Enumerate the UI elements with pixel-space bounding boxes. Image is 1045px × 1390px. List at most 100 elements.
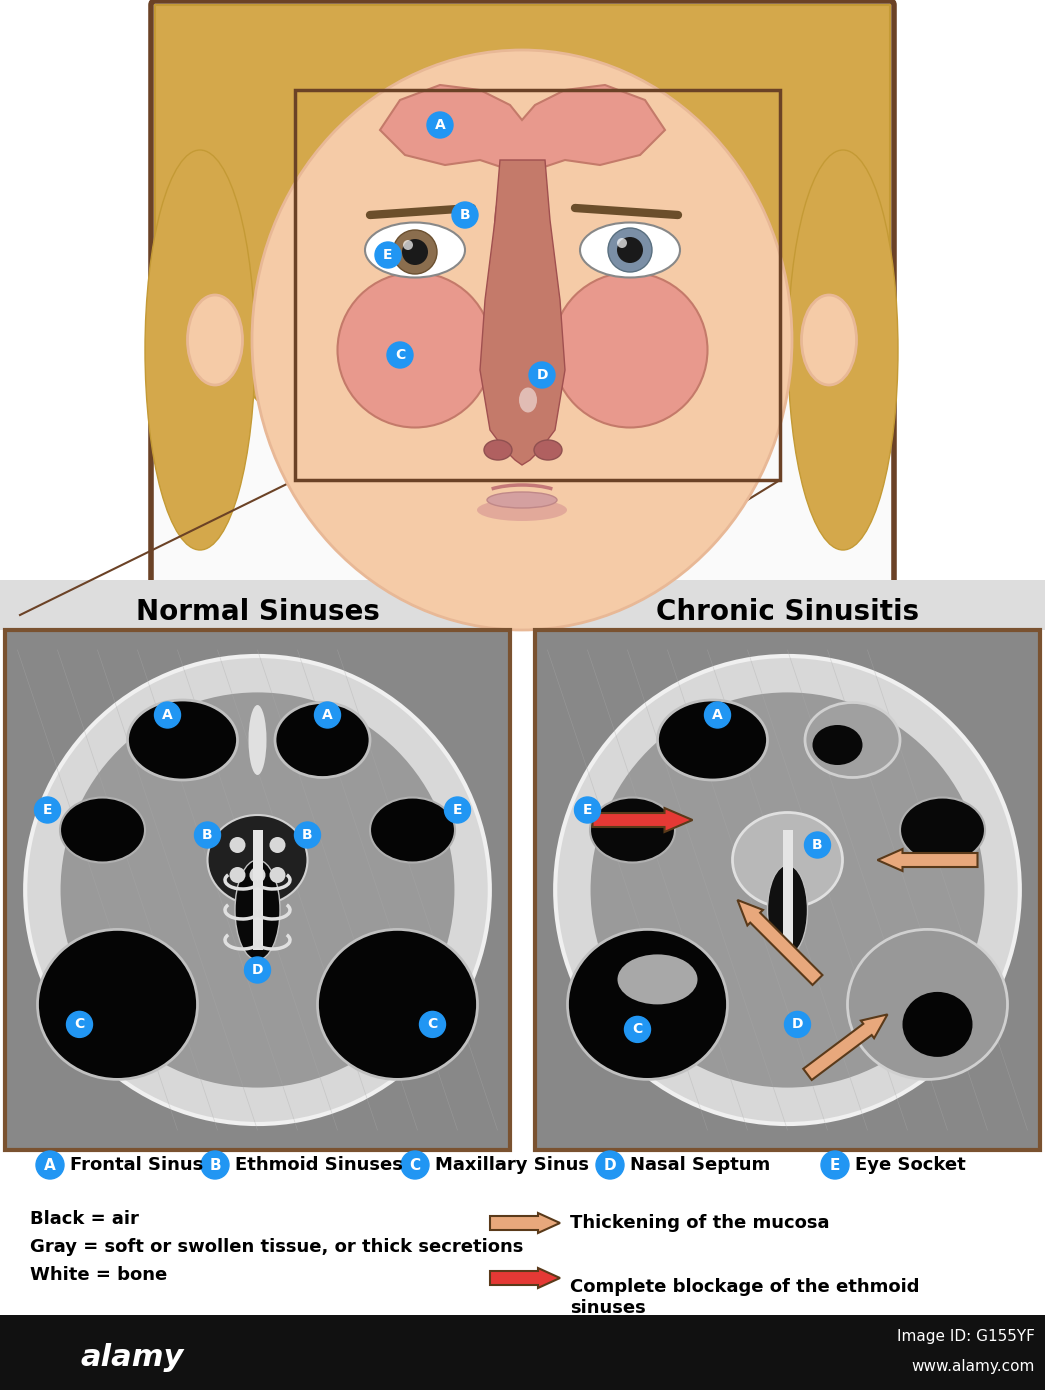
Text: www.alamy.com: www.alamy.com (911, 1359, 1035, 1375)
Ellipse shape (553, 272, 707, 428)
Circle shape (805, 833, 831, 858)
Text: C: C (410, 1158, 420, 1173)
Text: Complete blockage of the ethmoid
sinuses: Complete blockage of the ethmoid sinuses (570, 1277, 920, 1316)
Ellipse shape (252, 50, 792, 630)
Text: B: B (209, 1158, 220, 1173)
Ellipse shape (318, 930, 478, 1080)
Text: Normal Sinuses: Normal Sinuses (136, 598, 379, 626)
Ellipse shape (813, 726, 862, 765)
Circle shape (36, 1151, 64, 1179)
Ellipse shape (900, 798, 985, 863)
Text: Gray = soft or swollen tissue, or thick secretions: Gray = soft or swollen tissue, or thick … (30, 1238, 524, 1257)
Ellipse shape (484, 441, 512, 460)
Polygon shape (738, 899, 822, 986)
Circle shape (375, 242, 401, 268)
Text: Image ID: G155YF: Image ID: G155YF (897, 1329, 1035, 1344)
Ellipse shape (25, 656, 490, 1125)
Ellipse shape (38, 930, 198, 1080)
Ellipse shape (208, 815, 307, 905)
Text: A: A (322, 708, 333, 721)
Ellipse shape (145, 150, 255, 550)
Text: C: C (427, 1017, 438, 1031)
Polygon shape (593, 808, 693, 833)
Circle shape (444, 796, 470, 823)
Ellipse shape (127, 701, 237, 780)
Ellipse shape (733, 813, 842, 908)
Ellipse shape (788, 150, 898, 550)
Polygon shape (490, 1213, 560, 1233)
Text: Black = air: Black = air (30, 1211, 139, 1227)
Text: C: C (395, 348, 405, 361)
Polygon shape (878, 849, 977, 872)
Text: D: D (536, 368, 548, 382)
Circle shape (67, 1012, 93, 1037)
Text: C: C (632, 1023, 643, 1037)
Polygon shape (490, 1268, 560, 1289)
Ellipse shape (767, 865, 808, 955)
Circle shape (270, 867, 285, 883)
Ellipse shape (618, 955, 697, 1005)
Text: A: A (44, 1158, 55, 1173)
Text: D: D (252, 963, 263, 977)
Polygon shape (804, 1015, 887, 1080)
Circle shape (785, 1012, 811, 1037)
Text: White = bone: White = bone (30, 1266, 167, 1284)
Bar (5, 630, 510, 1150)
Ellipse shape (657, 701, 767, 780)
Ellipse shape (903, 992, 973, 1056)
Text: B: B (202, 828, 213, 842)
Circle shape (245, 956, 271, 983)
Ellipse shape (590, 692, 984, 1087)
Ellipse shape (338, 272, 492, 428)
Ellipse shape (519, 388, 537, 413)
Text: D: D (604, 1158, 617, 1173)
Circle shape (529, 361, 555, 388)
Ellipse shape (365, 222, 465, 278)
Circle shape (419, 1012, 445, 1037)
Text: Thickening of the mucosa: Thickening of the mucosa (570, 1213, 830, 1232)
Text: E: E (43, 803, 52, 817)
Text: B: B (302, 828, 312, 842)
Text: Eye Socket: Eye Socket (855, 1156, 966, 1175)
Ellipse shape (555, 656, 1020, 1125)
Circle shape (295, 821, 321, 848)
Circle shape (704, 702, 730, 728)
Circle shape (315, 702, 341, 728)
Text: B: B (812, 838, 822, 852)
Polygon shape (380, 85, 665, 175)
Circle shape (34, 796, 61, 823)
Ellipse shape (60, 798, 145, 863)
Ellipse shape (494, 165, 550, 295)
Circle shape (250, 867, 265, 883)
Text: E: E (384, 247, 393, 261)
Circle shape (403, 240, 413, 250)
Circle shape (608, 228, 652, 272)
Circle shape (401, 1151, 429, 1179)
Text: Maxillary Sinus: Maxillary Sinus (435, 1156, 589, 1175)
Ellipse shape (187, 295, 242, 385)
Circle shape (596, 1151, 624, 1179)
Ellipse shape (477, 499, 567, 521)
Text: D: D (792, 1017, 804, 1031)
Ellipse shape (61, 692, 455, 1087)
Ellipse shape (802, 295, 857, 385)
Circle shape (402, 239, 428, 265)
Text: A: A (712, 708, 723, 721)
Ellipse shape (805, 702, 900, 777)
Text: Frontal Sinus: Frontal Sinus (70, 1156, 203, 1175)
Circle shape (194, 821, 220, 848)
Ellipse shape (567, 930, 727, 1080)
Circle shape (452, 202, 478, 228)
Text: A: A (162, 708, 172, 721)
FancyBboxPatch shape (150, 1, 895, 584)
Circle shape (270, 837, 285, 853)
Circle shape (393, 229, 437, 274)
Bar (0, 1315, 1045, 1390)
Ellipse shape (590, 798, 675, 863)
Ellipse shape (249, 705, 266, 776)
Polygon shape (480, 160, 565, 466)
Circle shape (201, 1151, 229, 1179)
Text: Ethmoid Sinuses: Ethmoid Sinuses (235, 1156, 403, 1175)
Circle shape (230, 867, 246, 883)
Circle shape (387, 342, 413, 368)
